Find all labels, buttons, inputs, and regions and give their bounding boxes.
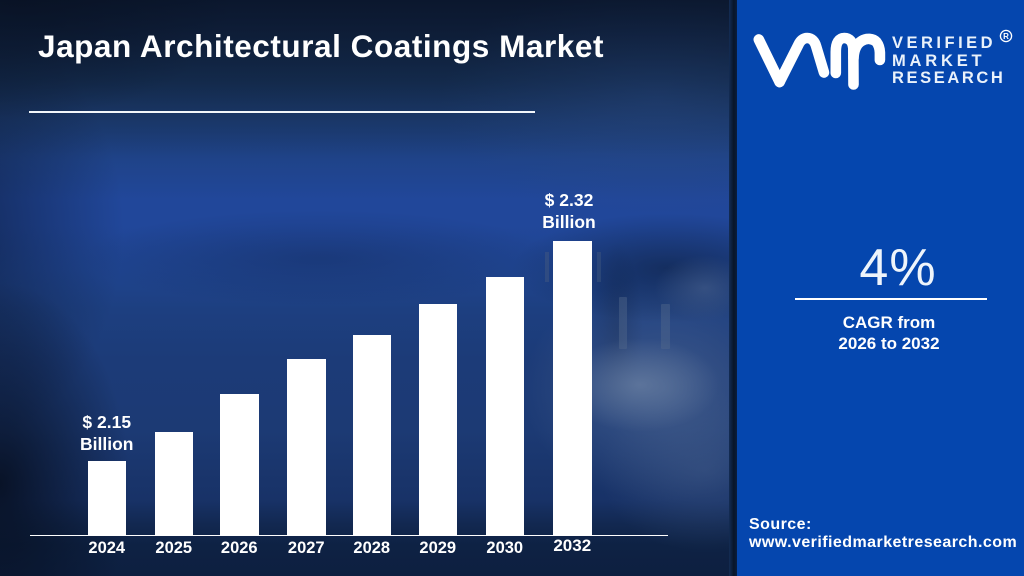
svg-text:R: R bbox=[1003, 32, 1009, 41]
